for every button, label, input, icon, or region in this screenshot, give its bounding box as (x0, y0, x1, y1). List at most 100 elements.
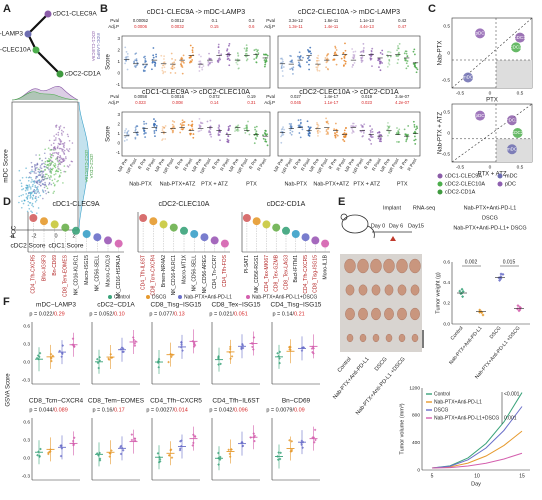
cell-point (369, 58, 372, 61)
cell-point (403, 52, 406, 55)
cell-point (300, 121, 302, 124)
cell-point (317, 64, 320, 66)
x-tick-label: NR Pre (117, 157, 129, 173)
cell-point (353, 54, 356, 56)
cell-point (53, 173, 56, 176)
cell-point (55, 137, 57, 139)
cell-point (388, 125, 390, 128)
cell-point (163, 55, 166, 58)
tumor (397, 284, 407, 296)
sample-point (180, 341, 183, 344)
p-value: 1.1e-13 (360, 18, 375, 23)
cell-point (32, 190, 35, 193)
q-value: 0.096 (234, 407, 248, 413)
cell-point (351, 125, 354, 128)
cell-point (27, 200, 29, 203)
cell-point (55, 133, 58, 136)
cell-point (42, 179, 45, 181)
cell-point (397, 131, 400, 134)
adj-p-value: 1.3e-11 (289, 24, 304, 29)
sample-point (516, 304, 520, 308)
q-value: 0.051 (234, 311, 248, 317)
y-tick-label: -1 (116, 82, 120, 87)
cell-point (27, 176, 30, 179)
cell-point (201, 122, 204, 125)
cell-point (63, 146, 65, 149)
y-axis-label: mDC Score (3, 149, 10, 183)
x-tick-label: NR Pre (379, 157, 391, 173)
cell-point (352, 64, 354, 66)
cell-point (404, 58, 407, 60)
sample-point (228, 350, 232, 354)
sample-point (110, 356, 114, 359)
cell-type-point (511, 42, 521, 53)
cell-point (299, 136, 302, 139)
cell-point (325, 66, 328, 69)
cell-point (33, 172, 36, 174)
y-tick-label: 0.6 (23, 323, 30, 329)
cell-point (413, 139, 416, 142)
sample-point (158, 455, 161, 459)
cell-point (388, 125, 391, 128)
tumor (410, 307, 420, 321)
cell-point (316, 66, 319, 69)
cell-point (316, 59, 318, 62)
cell-point (58, 168, 60, 170)
cell-point (153, 130, 156, 132)
y-axis-label: PCC (12, 225, 18, 238)
cell-point (306, 120, 309, 123)
cell-point (50, 144, 53, 146)
sample-point (229, 357, 232, 361)
plot-title: CD8_Tisg−ISG15 (151, 302, 202, 309)
cell-point (152, 54, 155, 57)
sample-point (193, 434, 197, 438)
group-label: Nab-PTX+ATZ (160, 181, 196, 187)
cell-point (171, 68, 174, 70)
cell-point (360, 59, 363, 62)
cell-point (135, 59, 138, 62)
legend-label: cDC2-CLEC10A (445, 181, 485, 187)
plot-title: cDC2−CD1A (97, 302, 135, 309)
cell-point (344, 60, 347, 63)
cell-point (262, 137, 265, 140)
side-label: cDC2-CLEC10A (84, 150, 89, 183)
legend-label: cDC2-CD1A (445, 189, 476, 195)
gene-label: Bmem-NR4A2 (161, 255, 167, 287)
sample-point (518, 305, 522, 309)
cell-point (55, 158, 57, 160)
cell-point (161, 125, 164, 128)
cell-point (316, 60, 318, 62)
cell-point (343, 56, 346, 58)
cell-point (18, 195, 21, 198)
cell-point (256, 55, 259, 57)
cell-point (371, 136, 374, 138)
cell-point (317, 129, 320, 132)
sample-point (51, 354, 55, 358)
sample-point (157, 360, 161, 364)
cell-point (414, 138, 417, 141)
plot-title: CD4_Tfh−IL6ST (212, 398, 259, 405)
sample-point (278, 457, 282, 461)
cell-point (379, 69, 382, 72)
cell-point (292, 66, 295, 69)
sample-point (108, 455, 111, 458)
cell-point (143, 120, 145, 123)
cell-point (66, 148, 68, 150)
cell-point (43, 162, 45, 165)
legend-label: Control (434, 391, 450, 397)
cell-point (38, 168, 41, 171)
cell-point (57, 145, 59, 147)
cell-point (42, 191, 45, 193)
cell-point (163, 66, 166, 69)
cell-point (325, 61, 328, 64)
cell-point (155, 129, 158, 132)
cell-point (327, 68, 330, 71)
cell-point (253, 49, 256, 52)
cell-point (36, 166, 38, 169)
cell-point (46, 177, 49, 180)
cell-point (387, 62, 390, 64)
cell-point (197, 130, 200, 133)
cell-point (35, 192, 38, 195)
cell-point (340, 57, 343, 60)
sample-point (230, 448, 233, 451)
